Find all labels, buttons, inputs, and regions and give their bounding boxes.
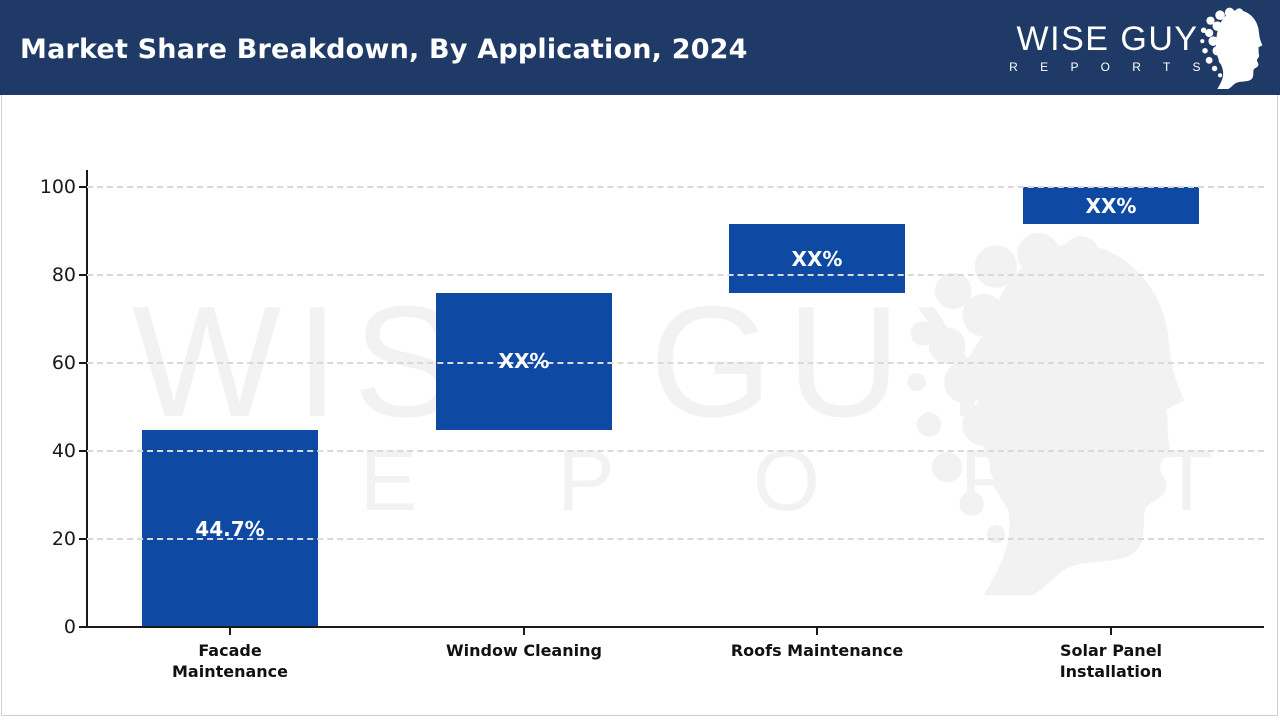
y-tick-mark-40: [79, 450, 87, 452]
bar-value-label-solar-panel-installation: XX%: [1085, 193, 1137, 218]
x-tick-mark-roofs-maintenance: [816, 628, 818, 635]
x-category-label-roofs-maintenance: Roofs Maintenance: [730, 641, 904, 660]
x-tick-mark-solar-panel-installation: [1110, 628, 1112, 635]
y-tick-label-40: 40: [51, 440, 76, 462]
watermark-head-icon: [907, 233, 1185, 595]
y-tick-label-60: 60: [51, 352, 76, 374]
y-tick-mark-20: [79, 538, 87, 540]
y-tick-label-20: 20: [51, 528, 76, 550]
y-tick-label-100: 100: [39, 176, 76, 198]
gridline-y-80: [87, 274, 1264, 276]
y-tick-mark-60: [79, 362, 87, 364]
gridline-y-40: [87, 450, 1264, 452]
y-tick-mark-80: [79, 274, 87, 276]
brand-subname: R E P O R T S: [1009, 60, 1210, 74]
bar-facade-maintenance: [142, 430, 318, 627]
header-bar: Market Share Breakdown, By Application, …: [0, 0, 1280, 95]
bar-roofs-maintenance: [729, 224, 905, 293]
gridline-y-100: [87, 186, 1264, 188]
x-axis-spine: [86, 626, 1264, 628]
brand-name: WISE GUY: [1016, 20, 1199, 58]
bar-value-label-roofs-maintenance: XX%: [791, 246, 843, 271]
x-category-label-window-cleaning: Window Cleaning: [446, 641, 602, 660]
x-category-label-facade-maintenance: Facade Maintenance: [171, 641, 288, 681]
y-tick-label-80: 80: [51, 264, 76, 286]
gridline-y-60: [87, 362, 1264, 364]
page-title: Market Share Breakdown, By Application, …: [20, 34, 748, 65]
brand-head-icon: [1200, 7, 1263, 89]
y-tick-label-0: 0: [63, 616, 76, 638]
brand-logo: WISE GUY R E P O R T S: [1005, 6, 1266, 90]
y-tick-mark-100: [79, 186, 87, 188]
bar-window-cleaning: [436, 292, 612, 431]
bar-solar-panel-installation: [1023, 187, 1199, 225]
y-tick-mark-0: [79, 626, 87, 628]
x-tick-mark-window-cleaning: [523, 628, 525, 635]
x-tick-mark-facade-maintenance: [229, 628, 231, 635]
bar-value-label-facade-maintenance: 44.7%: [195, 516, 265, 541]
x-category-label-solar-panel-installation: Solar Panel Installation: [1059, 641, 1163, 681]
gridline-y-20: [87, 538, 1264, 540]
y-axis-spine: [86, 170, 88, 628]
bar-value-label-window-cleaning: XX%: [498, 349, 550, 374]
brand-logo-text: WISE GUY R E P O R T S: [1005, 22, 1210, 74]
